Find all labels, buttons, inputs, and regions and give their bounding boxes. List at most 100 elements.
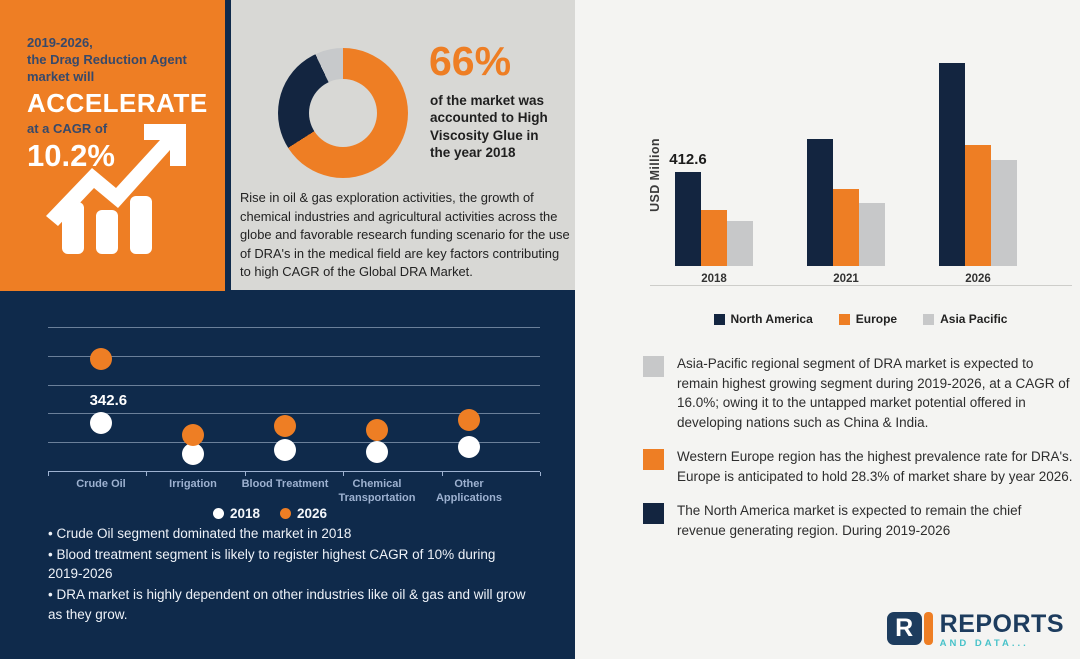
bar-legend-item: North America [713,312,813,326]
legend-label: North America [730,312,813,326]
dot-point-2018 [458,435,480,458]
stat-panel: 66% of the market was accounted to High … [231,0,575,290]
promo-line1: 2019-2026, [27,35,93,50]
bar-x-label: 2018 [701,273,727,285]
reports-and-data-logo: R REPORTS AND DATA... [886,610,1064,650]
dot-category-label: Other Applications [435,478,502,504]
dot-column [331,320,423,472]
bar-group: 412.6 2018 [669,50,753,285]
dot-axis-tick [343,472,345,476]
legend-dot-swatch [212,508,224,519]
bar-group: 2021 [807,50,885,285]
legend-label: 2018 [229,506,260,521]
dot-category-label: Blood Treatment [241,478,329,490]
dot-column [423,320,515,472]
bar-cluster [939,50,1017,266]
bar-y-axis-label: USD Million [647,138,662,212]
bar-groups: 412.6 2018 2021 2026 [669,50,1017,285]
dot-point-2026 [366,419,388,442]
bar-x-label: 2026 [965,273,991,285]
bar-group: 2026 [939,50,1017,285]
dot-axis-tick [48,472,49,476]
dot-axis-tick [146,472,148,476]
dot-point-2026 [182,423,204,446]
note-text: Asia-Pacific regional segment of DRA mar… [677,356,1070,430]
dot-gridline [48,327,540,328]
bar-europe [701,209,727,266]
bar-europe [833,189,859,266]
bar-value-label: 412.6 [669,151,707,169]
bar-x-axis [650,285,1072,286]
logo-reports-text: REPORTS [939,610,1064,638]
bullet-item: DRA market is highly dependent on other … [48,585,526,624]
bar-cluster: 412.6 [669,50,753,266]
logo-text: REPORTS AND DATA... [939,610,1064,650]
dot-column: 342.6 [55,320,147,472]
dot-legend-item: 2018 [212,506,260,521]
dot-point-2026 [274,414,296,437]
dot-category-label: Crude Oil [76,478,126,490]
note-color-square [643,449,664,471]
note-color-square [643,356,664,377]
dot-columns: 342.6 [55,320,515,472]
bullet-item: Crude Oil segment dominated the market i… [48,524,526,544]
note-row: Asia-Pacific regional segment of DRA mar… [643,354,1073,432]
promo-cagr-line: at a CAGR of [27,121,108,137]
note-row: The North America market is expected to … [643,501,1073,540]
dot-gridline [48,384,540,386]
legend-square-swatch [713,313,725,325]
dot-gridline [48,355,540,357]
bar-legend-item: Europe [838,312,898,326]
dot-point-2018 [182,443,204,465]
bar-europe [965,144,991,266]
dot-x-axis [48,471,540,472]
legend-label: 2026 [297,506,328,521]
promo-line3: market will [27,69,95,85]
growth-arrow-icon [46,124,186,254]
dot-axis-tick [244,472,246,476]
promo-accelerate: ACCELERATE [27,88,208,119]
bar-north-america: 412.6 [669,151,707,266]
dot-point-2018 [366,440,388,463]
promo-panel: 2019-2026, the Drag Reduction Agent mark… [0,0,225,291]
bullet-item: Blood treatment segment is likely to reg… [48,545,526,584]
bar-legend: North America Europe Asia Pacific [663,312,1058,326]
right-section: USD Million 412.6 2018 2021 2026 North Amer… [575,0,1080,659]
note-color-square [643,503,664,525]
notes: Asia-Pacific regional segment of DRA mar… [643,354,1073,541]
dot-gridline [48,413,540,415]
bar-north-america [807,138,833,266]
legend-label: Asia Pacific [940,312,1008,326]
dot-column [147,320,239,472]
bullets-list: Crude Oil segment dominated the market i… [48,524,526,626]
dot-point-2018 [274,438,296,461]
legend-label: Europe [855,312,898,326]
bar-x-label: 2021 [833,273,859,285]
donut-chart [278,48,408,178]
promo-line2: the Drag Reduction Agent [27,52,187,68]
bar-asia-pacific [859,202,885,266]
note-text: Western Europe region has the highest pr… [677,449,1073,484]
promo-intro: 2019-2026, the Drag Reduction Agent mark… [27,34,225,85]
bar-asia-pacific [727,220,753,266]
dot-category-label: Chemical Transportation [338,478,416,504]
promo-cagr-value: 10.2% [27,138,115,174]
dot-axis-tick [441,472,443,476]
bar-asia-pacific [991,159,1017,266]
bar-legend-item: Asia Pacific [923,312,1007,326]
dot-column [239,320,331,472]
note-row: Western Europe region has the highest pr… [643,447,1073,486]
dot-legend-item: 2026 [280,506,327,521]
legend-square-swatch [838,313,850,325]
stat-value: 66% [429,38,512,84]
dot-category-label: Irrigation [169,478,217,490]
regional-bar-chart: 412.6 2018 2021 2026 [650,62,1072,286]
dot-category-labels: Crude Oil Irrigation Blood Treatment Chemic… [55,478,515,506]
application-dot-chart: 342.6 [48,320,541,476]
dot-legend: 2018 2026 [0,506,540,521]
logo-orange-bar-icon [923,612,933,645]
bar-north-america [939,62,965,266]
logo-anddata-text: AND DATA... [939,638,1029,649]
bar-cluster [807,50,885,266]
